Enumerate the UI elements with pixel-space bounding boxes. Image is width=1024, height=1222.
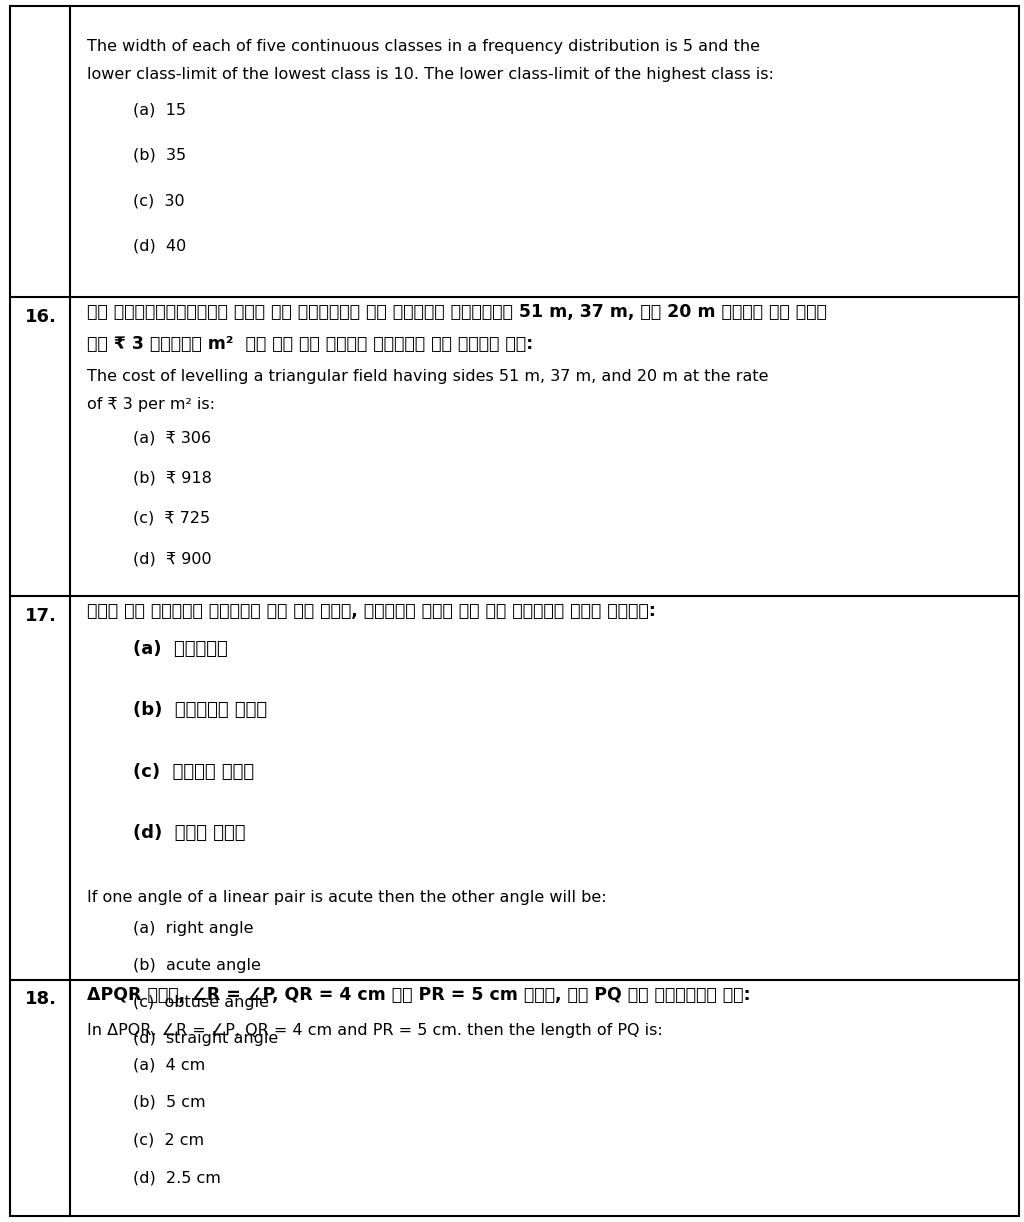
Text: lower class-limit of the lowest class is 10. The lower class-limit of the highes: lower class-limit of the lowest class is…: [87, 67, 774, 82]
Text: (a)  15: (a) 15: [133, 103, 186, 117]
Text: If one angle of a linear pair is acute then the other angle will be:: If one angle of a linear pair is acute t…: [87, 890, 606, 904]
Text: (c)  30: (c) 30: [133, 193, 184, 208]
Text: The width of each of five continuous classes in a frequency distribution is 5 an: The width of each of five continuous cla…: [87, 39, 760, 54]
Text: एक त्रिभुजाकार खेत की भुजाओं की लंबाई क्रमशः 51 m, 37 m, और 20 m हैं। इस खेत: एक त्रिभुजाकार खेत की भुजाओं की लंबाई क्…: [87, 303, 827, 321]
Text: 16.: 16.: [25, 308, 57, 326]
Text: (d)  ृजु कोण: (d) ृजु कोण: [133, 824, 246, 842]
Text: (a)  ₹ 306: (a) ₹ 306: [133, 430, 211, 445]
Text: (b)  ₹ 918: (b) ₹ 918: [133, 470, 212, 485]
Text: In ΔPQR, ∠R = ∠P, QR = 4 cm and PR = 5 cm. then the length of PQ is:: In ΔPQR, ∠R = ∠P, QR = 4 cm and PR = 5 c…: [87, 1023, 663, 1037]
Text: (d)  straight angle: (d) straight angle: [133, 1031, 279, 1046]
Text: ΔPQR में, ∠R = ∠P, QR = 4 cm और PR = 5 cm हैं, तो PQ की लम्बाई है:: ΔPQR में, ∠R = ∠P, QR = 4 cm और PR = 5 c…: [87, 986, 751, 1004]
Text: 18.: 18.: [25, 990, 57, 1008]
Text: (b)  न्यून कोण: (b) न्यून कोण: [133, 701, 267, 720]
Text: (a)  समकोण: (a) समकोण: [133, 640, 228, 659]
Text: अगर एक रैखिक युग्म का एक कोण, न्यून कोण हो तो दूसरा कोण होगा:: अगर एक रैखिक युग्म का एक कोण, न्यून कोण …: [87, 602, 656, 621]
Text: (c)  अधिक कोण: (c) अधिक कोण: [133, 763, 254, 781]
Text: (d)  40: (d) 40: [133, 238, 186, 253]
Text: The cost of levelling a triangular field having sides 51 m, 37 m, and 20 m at th: The cost of levelling a triangular field…: [87, 369, 769, 384]
Text: (c)  2 cm: (c) 2 cm: [133, 1133, 204, 1147]
Text: (a)  4 cm: (a) 4 cm: [133, 1057, 206, 1072]
Text: को ₹ 3 प्रति m²  की दर से समतल कराने का खर्च है:: को ₹ 3 प्रति m² की दर से समतल कराने का ख…: [87, 335, 534, 353]
Text: 17.: 17.: [25, 607, 57, 626]
Text: (d)  2.5 cm: (d) 2.5 cm: [133, 1171, 221, 1185]
Text: (c)  obtuse angle: (c) obtuse angle: [133, 995, 269, 1009]
Text: (b)  5 cm: (b) 5 cm: [133, 1095, 206, 1110]
Text: (d)  ₹ 900: (d) ₹ 900: [133, 551, 212, 566]
Text: (c)  ₹ 725: (c) ₹ 725: [133, 511, 210, 525]
Text: of ₹ 3 per m² is:: of ₹ 3 per m² is:: [87, 397, 215, 412]
Text: (b)  acute angle: (b) acute angle: [133, 958, 261, 973]
Text: (a)  right angle: (a) right angle: [133, 921, 254, 936]
Text: (b)  35: (b) 35: [133, 148, 186, 163]
